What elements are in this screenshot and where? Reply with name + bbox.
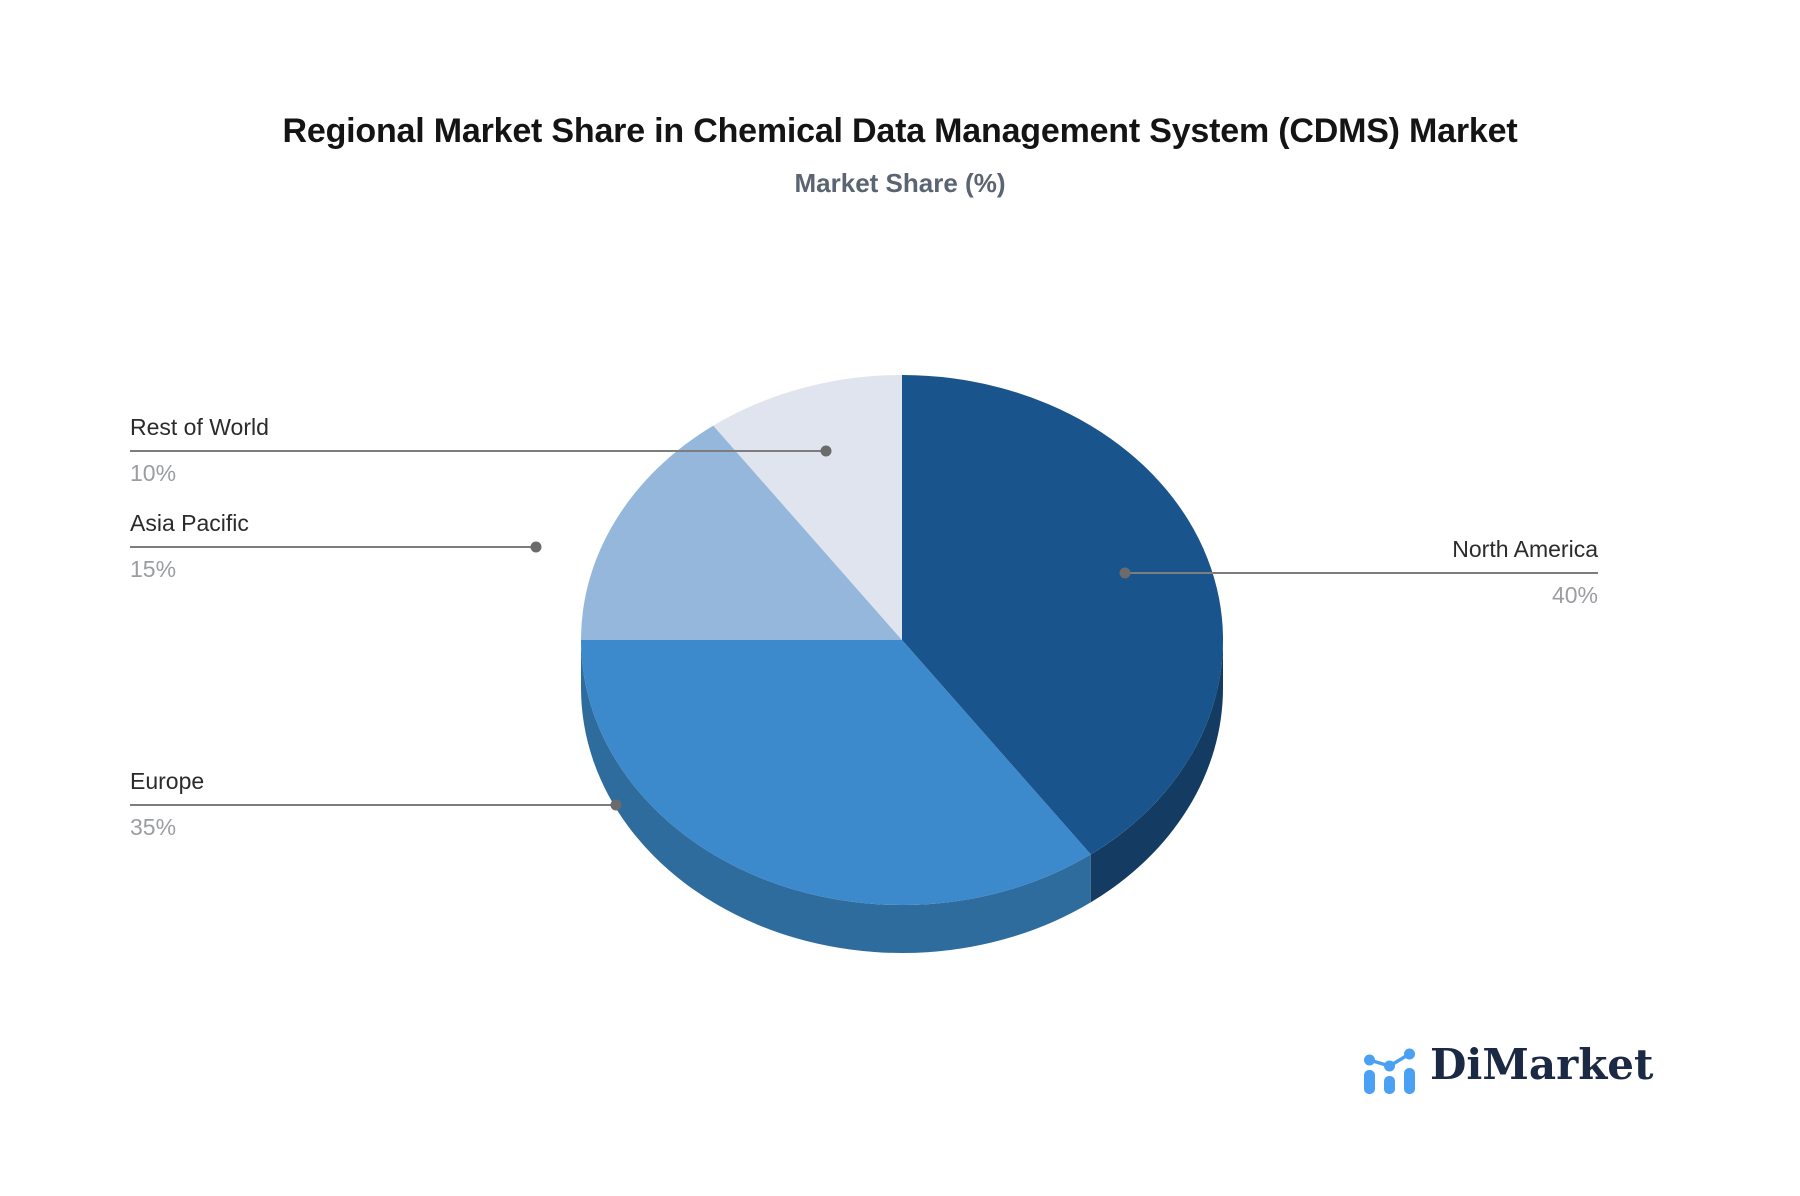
- brand-logo: DiMarket: [1362, 1038, 1653, 1096]
- pie-slice-side-north-america: [1090, 640, 1223, 903]
- slice-label: North America: [1452, 536, 1598, 562]
- leader-dot-north-america: [1119, 567, 1131, 579]
- bar-chart-trend-icon: [1364, 1048, 1415, 1094]
- leader-dot-asia-pacific: [530, 541, 542, 553]
- leader-dot-europe: [610, 799, 622, 811]
- chart-title: Regional Market Share in Chemical Data M…: [282, 112, 1518, 150]
- slice-callout-north-america: North America 40%: [1452, 535, 1598, 609]
- slice-value: 15%: [130, 556, 177, 582]
- pie-slice-side-europe: [581, 640, 1091, 954]
- slice-callout-asia-pacific: Asia Pacific 15%: [130, 509, 249, 583]
- slice-value: 35%: [130, 814, 177, 840]
- slice-callout-rest-of-world: Rest of World 10%: [130, 413, 269, 487]
- slice-label: Europe: [130, 768, 205, 794]
- slice-value: 40%: [1551, 582, 1598, 608]
- pie-slice-europe[interactable]: [581, 640, 1091, 906]
- slice-label: Rest of World: [130, 414, 269, 440]
- slice-label: Asia Pacific: [130, 510, 249, 536]
- pie-slice-asia-pacific[interactable]: [581, 425, 902, 640]
- pie-slice-rest-of-world[interactable]: [713, 374, 902, 640]
- chart-subtitle: Market Share (%): [794, 168, 1006, 198]
- brand-name: DiMarket: [1430, 1040, 1654, 1089]
- leader-dot-rest-of-world: [820, 445, 832, 457]
- pie-slice-north-america[interactable]: [902, 375, 1224, 855]
- slice-callout-europe: Europe 35%: [130, 767, 204, 841]
- slice-value: 10%: [130, 460, 177, 486]
